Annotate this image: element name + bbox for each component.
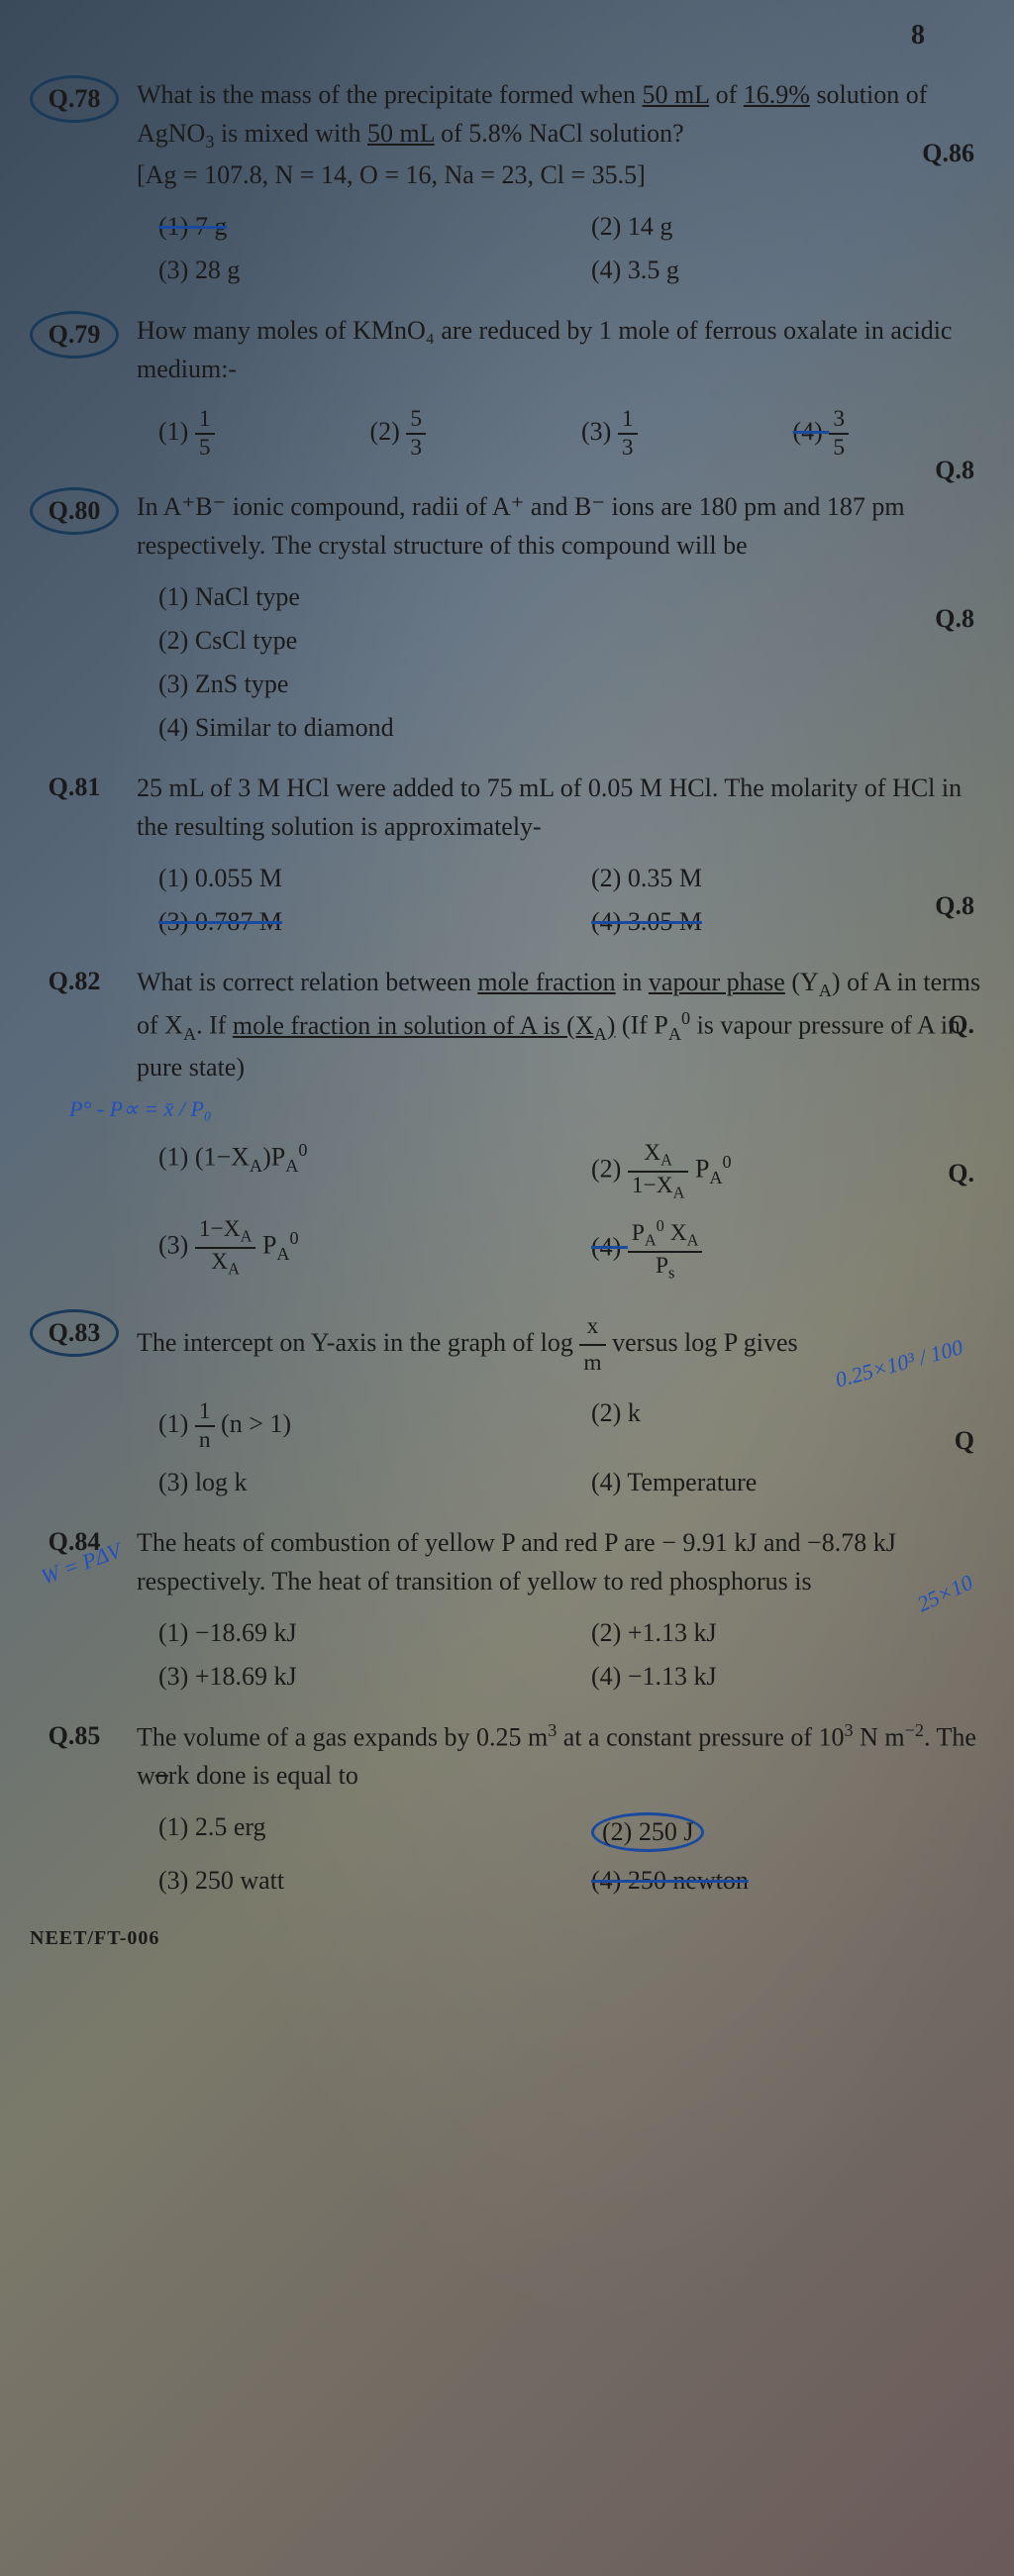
options-85: (1) 2.5 erg (2) 250 J (3) 250 watt (4) 2… (158, 1810, 984, 1898)
opt-80-2: (2) CsCl type (158, 624, 984, 658)
opt-83-2: (2) k (591, 1396, 984, 1456)
question-81: Q.81 25 mL of 3 M HCl were added to 75 m… (30, 769, 984, 846)
atomic-masses: [Ag = 107.8, N = 14, O = 16, Na = 23, Cl… (137, 160, 646, 189)
side-q8-2: Q.8 (935, 604, 974, 634)
opt-82-4: (4) PA0 XAPs (591, 1214, 984, 1285)
qtext-84: The heats of combustion of yellow P and … (137, 1523, 984, 1600)
page-number: 8 (30, 20, 984, 52)
opt-82-3: (3) 1−XAXA PA0 (158, 1214, 552, 1285)
opt-84-2: (2) +1.13 kJ (591, 1616, 984, 1650)
question-78: Q.78 What is the mass of the precipitate… (30, 75, 984, 194)
options-83: (1) 1n (n > 1) (2) k (3) log k (4) Tempe… (158, 1396, 984, 1499)
opt-79-2: (2) 53 (370, 404, 562, 464)
options-81: (1) 0.055 M (2) 0.35 M (3) 0.787 M (4) 3… (158, 862, 984, 939)
qtext-79: How many moles of KMnO₄ are reduced by 1… (137, 311, 984, 388)
opt-85-1: (1) 2.5 erg (158, 1810, 552, 1854)
opt-85-3: (3) 250 watt (158, 1864, 552, 1898)
qtext-82: What is correct relation between mole fr… (137, 963, 984, 1086)
opt-80-1: (1) NaCl type (158, 580, 984, 614)
options-80: (1) NaCl type (2) CsCl type (3) ZnS type… (158, 580, 984, 745)
qtext-78: What is the mass of the precipitate form… (137, 75, 984, 194)
opt-83-3: (3) log k (158, 1466, 552, 1499)
question-82: Q.82 What is correct relation between mo… (30, 963, 984, 1086)
side-q-5: Q. (948, 1159, 974, 1188)
options-78: (1) 7 g (2) 14 g (3) 28 g (4) 3.5 g (158, 210, 984, 287)
side-q-6: Q (955, 1426, 974, 1456)
qnum-82: Q.82 (30, 963, 119, 1000)
opt-78-3: (3) 28 g (158, 254, 552, 287)
side-q8-3: Q.8 (935, 891, 974, 921)
side-q8-1: Q.8 (935, 456, 974, 485)
opt-80-4: (4) Similar to diamond (158, 711, 984, 745)
opt-85-2: (2) 250 J (591, 1810, 984, 1854)
options-79: (1) 15 (2) 53 (3) 13 (4) 35 (158, 404, 984, 464)
qtext-85: The volume of a gas expands by 0.25 m3 a… (137, 1717, 984, 1796)
opt-81-1: (1) 0.055 M (158, 862, 552, 895)
qnum-83: Q.83 (30, 1309, 119, 1357)
opt-83-4: (4) Temperature (591, 1466, 984, 1499)
opt-80-3: (3) ZnS type (158, 668, 984, 701)
question-84: Q.84 The heats of combustion of yellow P… (30, 1523, 984, 1600)
qnum-80: Q.80 (30, 487, 119, 535)
opt-78-2: (2) 14 g (591, 210, 984, 244)
qnum-79: Q.79 (30, 311, 119, 359)
opt-78-4: (4) 3.5 g (591, 254, 984, 287)
options-82: (1) (1−XA)PA0 (2) XA1−XA PA0 (3) 1−XAXA … (158, 1138, 984, 1285)
opt-82-2: (2) XA1−XA PA0 (591, 1138, 984, 1204)
opt-83-1: (1) 1n (n > 1) (158, 1396, 552, 1456)
opt-79-3: (3) 13 (581, 404, 773, 464)
options-84: (1) −18.69 kJ (2) +1.13 kJ (3) +18.69 kJ… (158, 1616, 984, 1694)
opt-78-1: (1) 7 g (158, 210, 552, 244)
question-85: Q.85 The volume of a gas expands by 0.25… (30, 1717, 984, 1796)
qtext-81: 25 mL of 3 M HCl were added to 75 mL of … (137, 769, 984, 846)
qnum-81: Q.81 (30, 769, 119, 806)
qnum-85: Q.85 (30, 1717, 119, 1755)
question-79: Q.79 How many moles of KMnO₄ are reduced… (30, 311, 984, 388)
opt-85-4: (4) 250 newton (591, 1864, 984, 1898)
opt-81-4: (4) 3.05 M (591, 905, 984, 939)
opt-84-3: (3) +18.69 kJ (158, 1660, 552, 1694)
opt-79-1: (1) 15 (158, 404, 351, 464)
opt-84-4: (4) −1.13 kJ (591, 1660, 984, 1694)
opt-81-2: (2) 0.35 M (591, 862, 984, 895)
footer-code: NEET/FT-006 (30, 1927, 984, 1950)
side-q-86: Q.86 (922, 139, 974, 168)
annotation-82: P° - P∝ = x̄ / P₀ (69, 1096, 984, 1122)
opt-84-1: (1) −18.69 kJ (158, 1616, 552, 1650)
side-q-4: Q. (948, 1010, 974, 1040)
qnum-78: Q.78 (30, 75, 119, 123)
opt-81-3: (3) 0.787 M (158, 905, 552, 939)
opt-82-1: (1) (1−XA)PA0 (158, 1138, 552, 1204)
question-80: Q.80 In A⁺B⁻ ionic compound, radii of A⁺… (30, 487, 984, 565)
qtext-80: In A⁺B⁻ ionic compound, radii of A⁺ and … (137, 487, 984, 565)
